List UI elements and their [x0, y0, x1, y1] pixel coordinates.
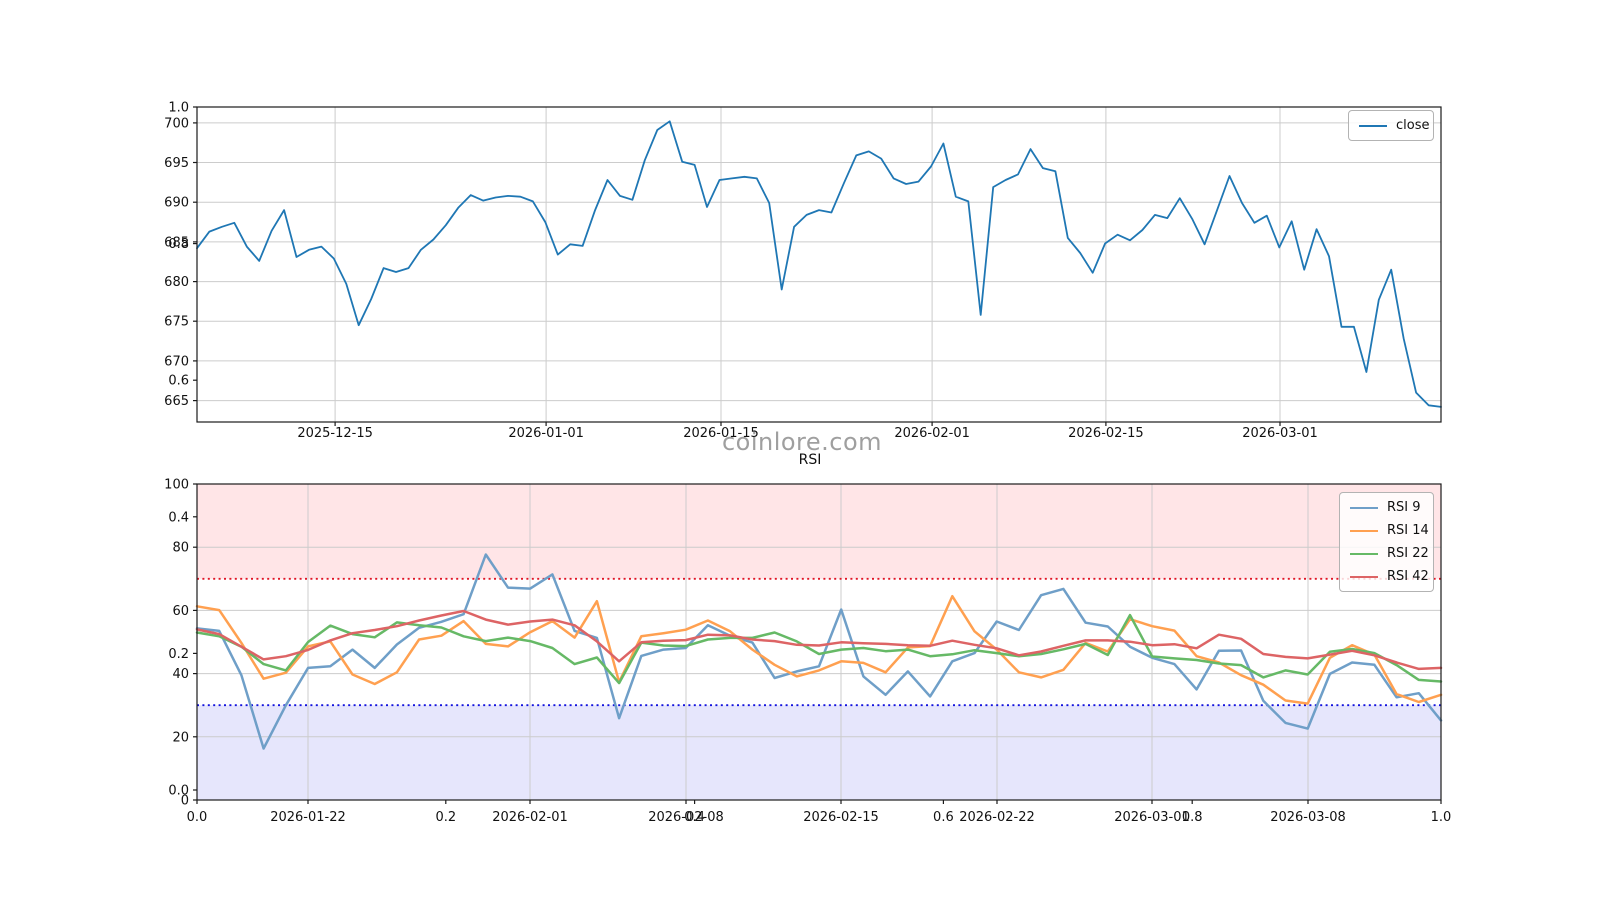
series-rsi-42 [195, 609, 1443, 671]
overlay-normalized-axis: 1.0 0.8 0.6 0.4 0.2 0.0 0.0 0.2 0.4 0.6 0.8 1.0 [168, 101, 1451, 826]
legend-item-rsi-42: RSI 42 [1346, 565, 1429, 588]
legend-close: close [1348, 110, 1434, 141]
xtick-label: 2026-02-01 [894, 426, 970, 441]
ytick-label: 690 [164, 196, 189, 211]
close-line-swatch [1359, 124, 1387, 127]
rsi-22-line-swatch [1350, 552, 1378, 555]
legend-label: RSI 22 [1387, 546, 1429, 561]
legend-label: RSI 9 [1387, 500, 1421, 515]
overlay-xtick-label: 0.8 [1182, 810, 1203, 825]
legend-label-close: close [1396, 118, 1430, 133]
rsi-subplot-title: RSI [798, 452, 822, 468]
chart-close-price: 665 670 675 680 685 690 695 700 2025-12-15 2026-0… [164, 106, 1442, 441]
xtick-label: 2026-03-01 [1114, 810, 1190, 825]
overbought-zone [197, 484, 1441, 579]
axes-spine [196, 483, 1442, 801]
ytick-label: 20 [172, 730, 189, 745]
ytick-label: 695 [164, 156, 189, 171]
series-rsi-14 [195, 594, 1443, 705]
ytick-label: 680 [164, 275, 189, 290]
legend-item-rsi-14: RSI 14 [1346, 519, 1429, 542]
ytick-label: 60 [172, 604, 189, 619]
ytick-label: 700 [164, 116, 189, 131]
overlay-ytick-label: 0.6 [168, 374, 189, 389]
ytick-label: 670 [164, 354, 189, 369]
xtick-label: 2026-03-08 [1270, 810, 1346, 825]
oversold-zone [197, 705, 1441, 800]
xtick-label: 2025-12-15 [297, 426, 373, 441]
legend-item-rsi-22: RSI 22 [1346, 542, 1429, 565]
ytick-label: 0 [181, 794, 189, 809]
legend-item-close: close [1355, 114, 1430, 137]
rsi-14-line-swatch [1350, 529, 1378, 532]
overlay-xtick-label: 0.4 [684, 810, 705, 825]
xtick-label: 2026-01-01 [508, 426, 584, 441]
series-rsi-9 [195, 553, 1443, 750]
xtick-label: 2026-03-01 [1242, 426, 1318, 441]
series-close [196, 120, 1442, 408]
rsi-9-line-swatch [1350, 506, 1378, 509]
legend-label: RSI 14 [1387, 523, 1429, 538]
xtick-label: 2026-02-22 [959, 810, 1035, 825]
ytick-label: 675 [164, 315, 189, 330]
legend-rsi: RSI 9 RSI 14 RSI 22 RSI 42 [1339, 492, 1434, 592]
legend-label: RSI 42 [1387, 569, 1429, 584]
overlay-ytick-label: 0.2 [168, 647, 189, 662]
watermark: coinlore.com [721, 428, 883, 456]
ytick-label: 80 [172, 541, 189, 556]
ytick-label: 100 [164, 478, 189, 493]
overlay-xtick-label: 0.2 [435, 810, 456, 825]
axes-spine [196, 106, 1442, 423]
ytick-label: 685 [164, 235, 189, 250]
rsi-42-line-swatch [1350, 575, 1378, 578]
overlay-ytick-label: 0.4 [168, 510, 189, 525]
ytick-label: 40 [172, 667, 189, 682]
xtick-label: 2026-02-08 [648, 810, 724, 825]
overlay-ytick-label: 0.8 [168, 237, 189, 252]
xtick-label: 2026-01-15 [683, 426, 759, 441]
ytick-label: 665 [164, 394, 189, 409]
xtick-label: 2026-02-01 [492, 810, 568, 825]
xtick-label: 2026-02-15 [1068, 426, 1144, 441]
legend-item-rsi-9: RSI 9 [1346, 496, 1427, 519]
overlay-ytick-label: 0.0 [168, 784, 189, 799]
chart-rsi: 0 20 40 60 80 100 2026-01-22 2026-02-01 2026-02-… [164, 478, 1443, 825]
overlay-xtick-label: 0.6 [933, 810, 954, 825]
overlay-xtick-label: 1.0 [1431, 810, 1452, 825]
xtick-label: 2026-01-22 [270, 810, 346, 825]
xtick-label: 2026-02-15 [803, 810, 879, 825]
overlay-xtick-label: 0.0 [187, 810, 208, 825]
overlay-ytick-label: 1.0 [168, 101, 189, 116]
